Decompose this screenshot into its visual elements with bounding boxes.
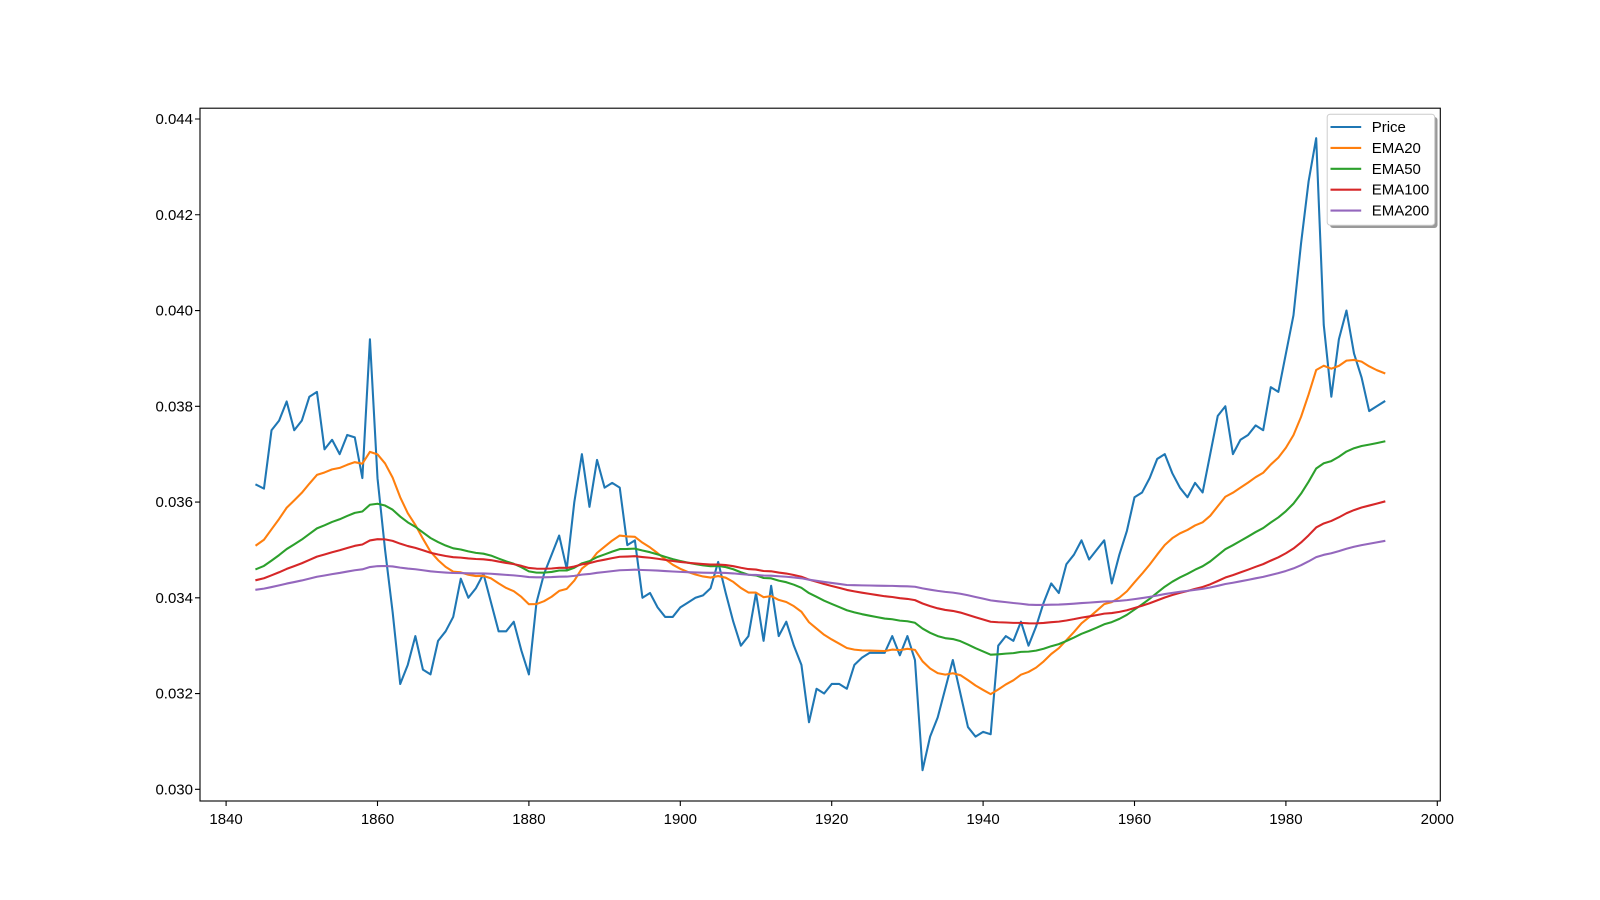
svg-text:EMA20: EMA20 xyxy=(1372,140,1421,157)
svg-text:1980: 1980 xyxy=(1269,811,1302,828)
svg-text:0.040: 0.040 xyxy=(155,303,193,320)
svg-text:1860: 1860 xyxy=(361,811,394,828)
svg-text:1900: 1900 xyxy=(664,811,697,828)
svg-text:0.042: 0.042 xyxy=(155,207,193,224)
svg-text:0.038: 0.038 xyxy=(155,398,193,415)
svg-text:0.036: 0.036 xyxy=(155,494,193,511)
svg-text:Price: Price xyxy=(1372,119,1406,136)
svg-text:1840: 1840 xyxy=(209,811,242,828)
svg-text:0.030: 0.030 xyxy=(155,781,193,798)
svg-text:EMA50: EMA50 xyxy=(1372,161,1421,178)
svg-text:EMA200: EMA200 xyxy=(1372,203,1430,220)
svg-text:1880: 1880 xyxy=(512,811,545,828)
svg-text:1940: 1940 xyxy=(966,811,999,828)
svg-text:0.032: 0.032 xyxy=(155,686,193,703)
svg-text:2000: 2000 xyxy=(1421,811,1454,828)
svg-text:EMA100: EMA100 xyxy=(1372,182,1430,199)
svg-text:1960: 1960 xyxy=(1118,811,1151,828)
svg-text:0.034: 0.034 xyxy=(155,590,193,607)
svg-text:0.044: 0.044 xyxy=(155,111,193,128)
svg-text:1920: 1920 xyxy=(815,811,848,828)
